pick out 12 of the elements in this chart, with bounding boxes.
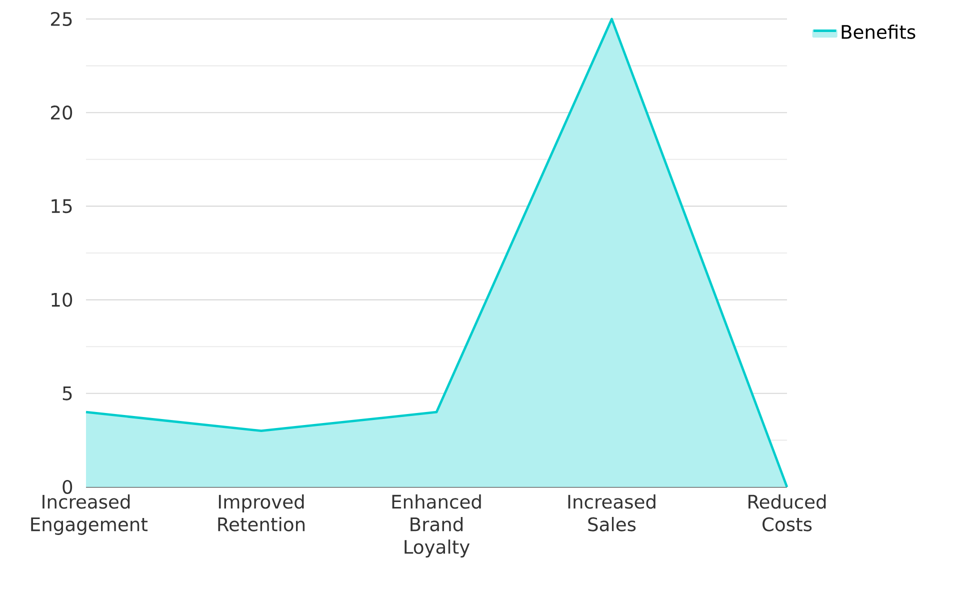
x-tick-label: Reduced Costs (748, 494, 826, 532)
legend-label: Benefits (842, 24, 916, 39)
x-tick-label: Increased Sales (568, 494, 656, 532)
y-tick-label: 20 (51, 106, 72, 120)
y-tick-label: 0 (62, 480, 72, 494)
y-tick-label: 10 (52, 292, 72, 307)
x-tick-label: Increased Engagement (31, 494, 148, 535)
y-tick-label: 15 (52, 199, 72, 214)
y-tick-label: 25 (51, 12, 72, 26)
x-tick-label: Enhanced Brand Loyalty (392, 494, 481, 558)
x-tick-label: Improved Retention (218, 494, 305, 532)
y-tick-label: 5 (62, 386, 72, 400)
